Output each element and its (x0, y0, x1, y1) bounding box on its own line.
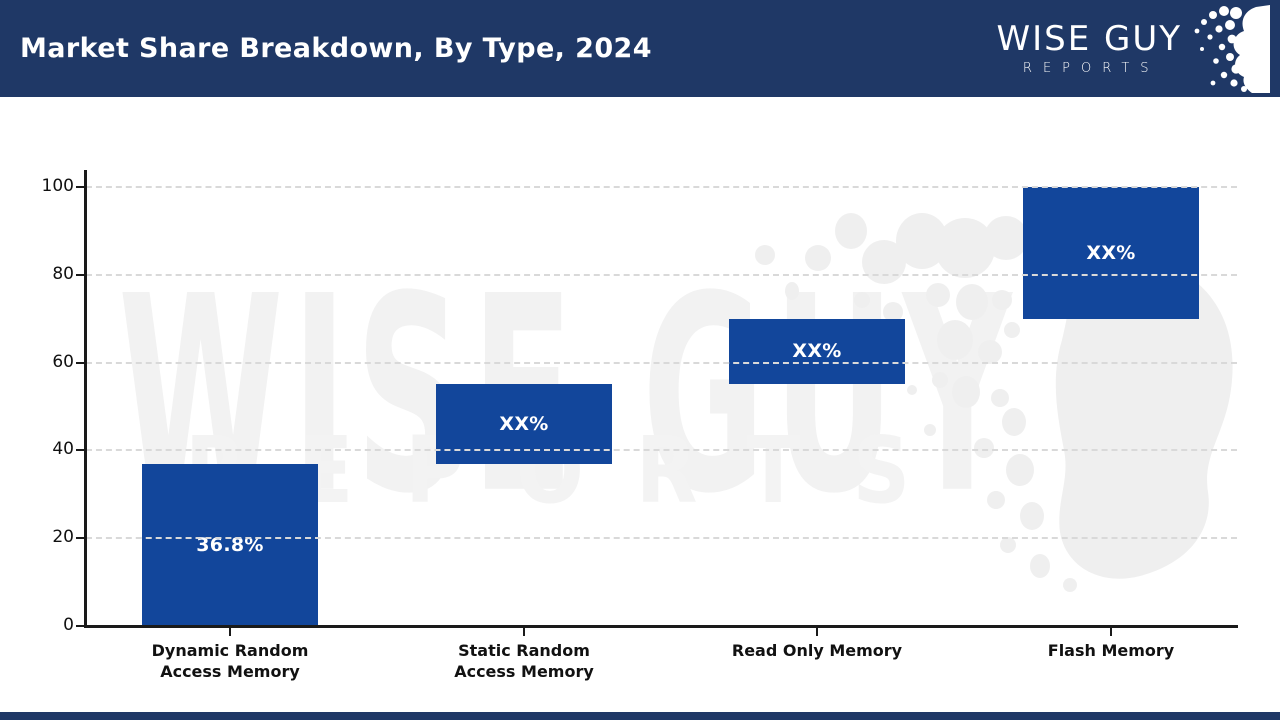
gridline-20 (86, 537, 1237, 540)
x-tick-flash-memory (1110, 628, 1112, 636)
y-tick-80 (76, 273, 85, 276)
y-tick-100 (76, 186, 85, 188)
header-bar: Market Share Breakdown, By Type, 2024 WI… (0, 0, 1280, 97)
bar-value-label-dynamic-random-access-memory: 36.8% (196, 534, 264, 557)
logo-wise-guy-text: WISE GUY (996, 18, 1182, 59)
bar-static-random-access-memory: XX% (436, 383, 612, 465)
y-tick-label-40: 40 (52, 439, 74, 460)
x-tick-static-random-access-memory (523, 628, 525, 636)
y-tick-label-100: 100 (41, 176, 74, 196)
x-axis-line (84, 625, 1238, 628)
chart-title: Market Share Breakdown, By Type, 2024 (20, 33, 652, 64)
gridline-100 (86, 186, 1237, 188)
y-tick-60 (76, 361, 85, 364)
y-tick-label-20: 20 (52, 527, 74, 548)
x-category-label-read-only-memory: Read Only Memory (731, 641, 903, 660)
footer-bar (0, 712, 1280, 720)
bar-dynamic-random-access-memory: 36.8% (142, 464, 318, 626)
y-tick-label-60: 60 (52, 351, 74, 372)
watermark-face-dots (755, 213, 1233, 592)
y-tick-20 (76, 537, 85, 540)
gridline-80 (86, 273, 1237, 276)
bar-value-label-static-random-access-memory: XX% (499, 413, 549, 436)
x-tick-read-only-memory (816, 628, 818, 636)
wise-guy-reports-logo: WISE GUY REPORTS (996, 0, 1270, 97)
x-category-label-dynamic-random-access-memory: Dynamic Random Access Memory (151, 641, 309, 681)
bar-value-label-read-only-memory: XX% (792, 340, 842, 363)
y-axis-line (84, 170, 87, 628)
bar-value-label-flash-memory: XX% (1086, 241, 1136, 264)
y-tick-0 (76, 625, 85, 627)
bar-flash-memory: XX% (1023, 187, 1199, 319)
x-category-label-static-random-access-memory: Static Random Access Memory (454, 641, 594, 681)
logo-reports-text: REPORTS (1022, 60, 1160, 76)
logo-face-icon (1194, 4, 1270, 93)
bar-read-only-memory: XX% (729, 318, 905, 384)
y-tick-label-0: 0 (63, 615, 74, 635)
x-category-label-flash-memory: Flash Memory (1047, 641, 1175, 660)
gridline-60 (86, 361, 1237, 364)
x-tick-dynamic-random-access-memory (229, 628, 231, 636)
y-tick-40 (76, 449, 85, 452)
gridline-40 (86, 449, 1237, 452)
y-tick-label-80: 80 (52, 263, 74, 284)
logo-text: WISE GUY REPORTS (996, 22, 1182, 76)
